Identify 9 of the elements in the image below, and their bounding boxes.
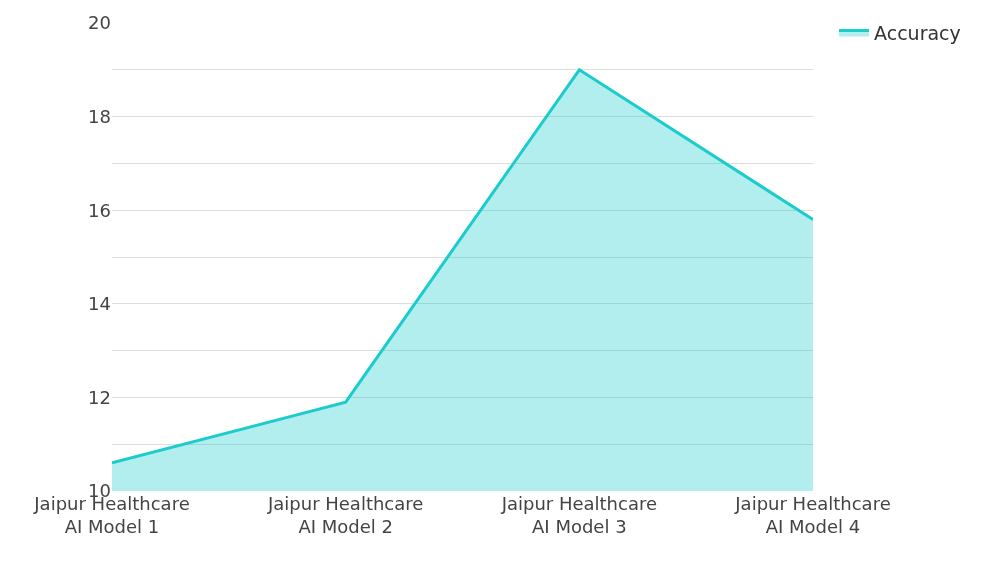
y-tick-label: 18 <box>88 105 111 127</box>
x-tick-label: Jaipur Healthcare AI Model 4 <box>734 493 891 538</box>
y-tick-label: 12 <box>88 386 111 408</box>
y-tick-label: 14 <box>88 293 111 315</box>
legend-label: Accuracy <box>874 21 961 44</box>
x-tick-label: Jaipur Healthcare AI Model 3 <box>500 493 658 538</box>
x-tick-label: Jaipur Healthcare AI Model 2 <box>266 493 424 538</box>
y-tick-label: 16 <box>88 199 111 221</box>
y-tick-label: 20 <box>88 12 111 34</box>
